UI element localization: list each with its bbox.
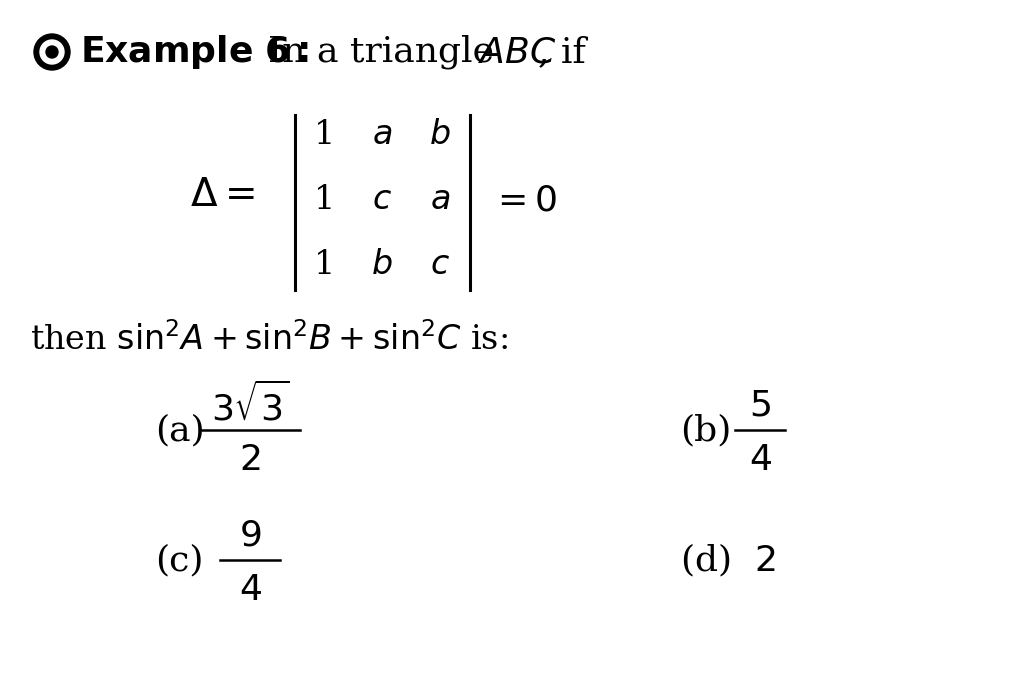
Circle shape [40, 40, 63, 64]
Text: $4$: $4$ [239, 573, 261, 607]
Text: 1: 1 [314, 119, 336, 151]
Text: $\Delta =$: $\Delta =$ [190, 177, 255, 214]
Text: $4$: $4$ [749, 443, 771, 477]
Text: $\mathit{b}$: $\mathit{b}$ [372, 249, 393, 281]
Text: $\mathit{a}$: $\mathit{a}$ [372, 119, 392, 151]
Text: 1: 1 [314, 184, 336, 216]
Text: $\mathit{b}$: $\mathit{b}$ [429, 119, 451, 151]
Text: (a): (a) [155, 413, 205, 447]
Text: 1: 1 [314, 249, 336, 281]
Circle shape [34, 34, 70, 70]
Text: $\mathit{ABC}$: $\mathit{ABC}$ [478, 35, 556, 69]
Text: $5$: $5$ [750, 388, 771, 422]
Circle shape [46, 46, 58, 58]
Text: $\mathit{a}$: $\mathit{a}$ [430, 184, 451, 216]
Text: $\mathbf{Example\ 6:}$: $\mathbf{Example\ 6:}$ [80, 33, 309, 71]
Text: In a triangle: In a triangle [268, 35, 494, 69]
Text: , if: , if [538, 35, 586, 69]
Text: then $\sin^2\!A + \sin^2\!B + \sin^2\!C$ is:: then $\sin^2\!A + \sin^2\!B + \sin^2\!C$… [30, 323, 508, 358]
Text: $\mathit{c}$: $\mathit{c}$ [372, 184, 392, 216]
Text: (c): (c) [155, 543, 204, 577]
Text: (b): (b) [680, 413, 731, 447]
Text: $= 0$: $= 0$ [490, 183, 557, 217]
Text: $9$: $9$ [239, 518, 261, 552]
Text: (d)  $2$: (d) $2$ [680, 541, 775, 579]
Text: $3\sqrt{3}$: $3\sqrt{3}$ [211, 382, 290, 427]
Text: $\mathit{c}$: $\mathit{c}$ [430, 249, 450, 281]
Text: $2$: $2$ [240, 443, 261, 477]
